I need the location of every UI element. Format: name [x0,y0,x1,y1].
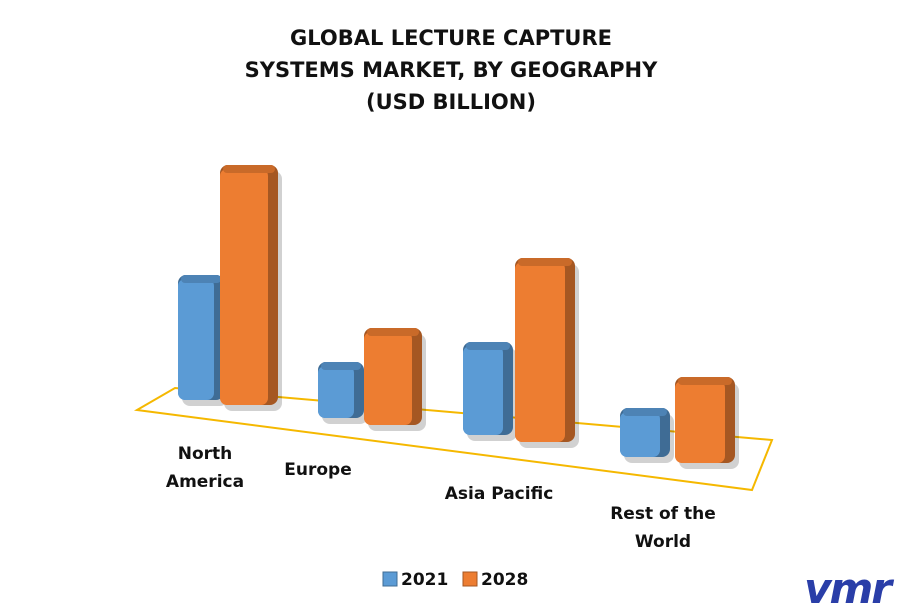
bar [620,408,674,463]
bar [364,328,426,431]
bar-front [220,169,268,405]
bar-top [678,377,732,385]
x-tick-label: Europe [284,460,352,480]
bar [463,342,517,441]
bar [515,258,579,448]
bar [675,377,739,469]
bar [318,362,368,424]
bar-front [364,332,412,425]
legend-label: 2028 [481,570,528,590]
bar-top [181,275,221,283]
bar-top [367,328,419,336]
bar-top [623,408,667,416]
logo: vmr [804,564,892,613]
bar [220,165,282,411]
bar-front [318,366,354,418]
x-tick-label: Rest of the World [610,504,716,552]
bar-front [675,381,725,463]
bar-front [620,412,660,457]
bar-top [223,165,275,173]
bar [178,275,228,406]
x-tick-label: Asia Pacific [444,484,554,504]
bar-top [321,362,361,370]
bar-top [466,342,510,350]
bar-front [178,279,214,400]
legend-swatch [382,571,398,587]
legend-label: 2021 [401,570,448,590]
floor [133,386,774,492]
legend-swatch [462,571,478,587]
bar-front [515,262,565,442]
chart-title: GLOBAL LECTURE CAPTURE SYSTEMS MARKET, B… [244,26,658,114]
bar-top [518,258,572,266]
bar-front [463,346,503,435]
x-tick-label: North America [165,444,245,492]
